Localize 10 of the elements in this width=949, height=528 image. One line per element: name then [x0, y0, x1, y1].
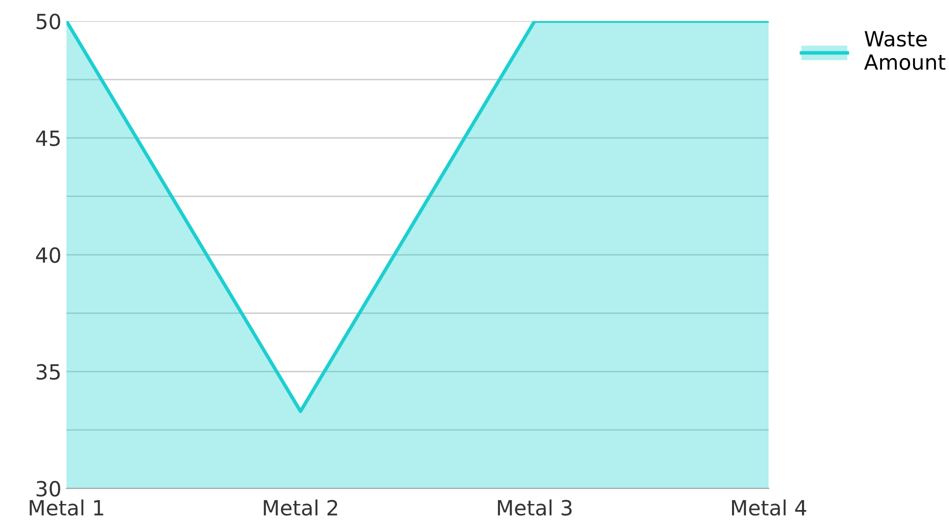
y-tick-label: 30 [36, 480, 60, 497]
x-tick-label: Metal 1 [30, 500, 104, 516]
y-tick-label: 35 [36, 364, 60, 380]
x-tick-label: Metal 2 [264, 500, 338, 516]
y-tick-label: 50 [36, 14, 60, 30]
y-tick-label: 45 [36, 130, 60, 146]
x-tick-label: Metal 3 [498, 500, 572, 516]
x-tick-label: Metal 4 [732, 500, 806, 516]
y-tick-label: 40 [36, 247, 60, 263]
legend-label: Waste Amount [864, 31, 946, 70]
